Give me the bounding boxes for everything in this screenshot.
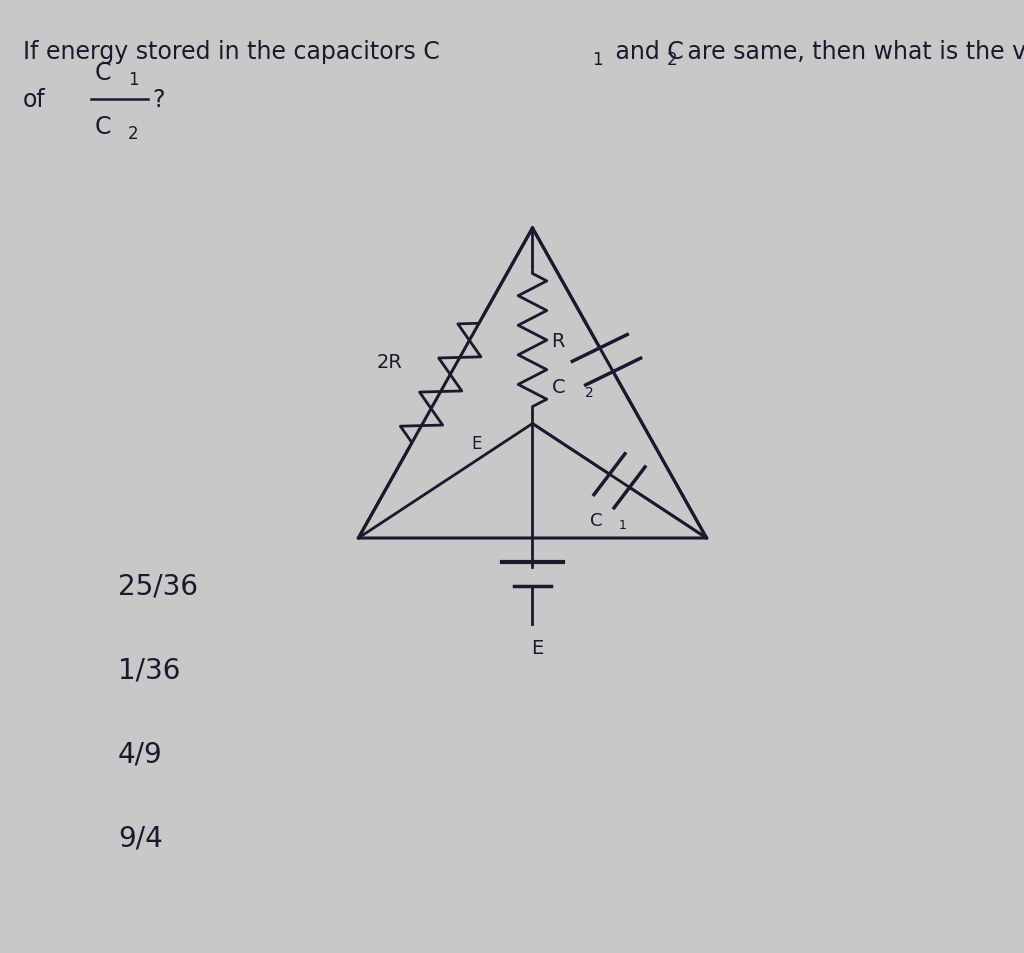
Text: 2: 2: [585, 386, 594, 399]
Text: E: E: [471, 435, 481, 452]
Text: 2: 2: [128, 125, 138, 142]
Text: ?: ?: [153, 88, 165, 112]
Text: of: of: [23, 88, 45, 112]
Text: If energy stored in the capacitors C: If energy stored in the capacitors C: [23, 40, 439, 65]
Text: and C: and C: [608, 40, 684, 65]
Text: R: R: [551, 332, 564, 350]
Text: 4/9: 4/9: [118, 740, 163, 768]
Text: 1: 1: [592, 51, 602, 69]
Text: 2: 2: [667, 51, 677, 69]
Text: 1: 1: [618, 518, 627, 532]
Text: 2R: 2R: [376, 353, 402, 372]
Text: are same, then what is the value: are same, then what is the value: [680, 40, 1024, 65]
Text: 9/4: 9/4: [118, 823, 163, 852]
Text: C: C: [94, 61, 111, 86]
Text: 1: 1: [128, 71, 138, 89]
Text: E: E: [531, 639, 544, 658]
Text: 25/36: 25/36: [118, 572, 198, 600]
Text: 1/36: 1/36: [118, 656, 180, 684]
Text: C: C: [94, 114, 111, 139]
Text: C: C: [552, 377, 565, 396]
Text: C: C: [590, 511, 602, 529]
